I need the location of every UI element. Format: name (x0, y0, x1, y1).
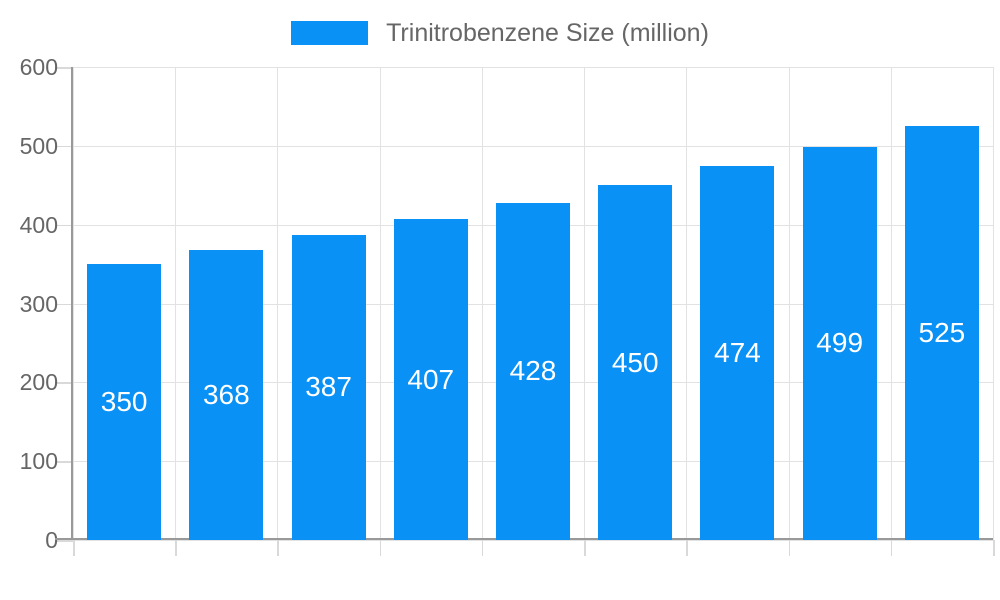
y-axis-tick (55, 461, 73, 463)
y-gridline (73, 145, 993, 147)
x-axis-tick (481, 540, 484, 556)
bar-2032[interactable] (802, 146, 877, 540)
bar-2025[interactable] (87, 264, 162, 540)
y-gridline (73, 67, 993, 68)
bar-2033[interactable] (904, 126, 979, 540)
y-axis-label: 200 (19, 369, 58, 396)
bar-2027[interactable] (291, 234, 366, 540)
x-axis-tick (686, 540, 688, 556)
x-axis-tick (175, 540, 177, 556)
legend-label: Trinitrobenzene Size (million) (386, 18, 709, 47)
x-gridline (379, 67, 381, 540)
bar-2030[interactable] (598, 185, 673, 540)
y-axis-label: 100 (19, 448, 58, 475)
x-axis-tick (379, 540, 382, 556)
bar-2029[interactable] (496, 202, 570, 540)
x-gridline (73, 67, 74, 540)
y-axis-tick (55, 382, 73, 384)
y-axis-tick (55, 145, 73, 148)
y-axis-label: 400 (19, 211, 58, 238)
x-axis-tick (73, 540, 75, 556)
y-axis-line (71, 67, 73, 540)
x-gridline (788, 67, 790, 540)
x-gridline (890, 67, 892, 540)
legend-swatch-icon (291, 21, 369, 45)
bar-2028[interactable] (393, 219, 468, 540)
y-axis-label: 500 (19, 132, 58, 159)
y-axis-label: 0 (45, 527, 58, 553)
y-axis-label: 600 (19, 54, 58, 80)
y-axis-label: 300 (19, 290, 58, 317)
x-gridline (277, 67, 279, 540)
x-gridline (584, 67, 586, 540)
bar-2026[interactable] (189, 249, 264, 540)
plot-area: 0100200300400500600350202536820263872027… (20, 54, 995, 556)
x-axis-tick (890, 540, 893, 556)
bar-2031[interactable] (700, 166, 775, 540)
y-axis-tick (55, 224, 73, 227)
x-axis-tick (584, 540, 586, 556)
y-axis-tick (55, 303, 73, 305)
chart-legend[interactable]: Trinitrobenzene Size (million) (0, 14, 1000, 52)
x-axis-tick (993, 540, 995, 556)
x-gridline (993, 67, 994, 540)
x-gridline (686, 67, 688, 540)
x-gridline (481, 67, 483, 540)
x-axis-tick (788, 540, 791, 556)
x-axis-tick (277, 540, 279, 556)
y-axis-tick (55, 67, 73, 69)
x-gridline (175, 67, 177, 540)
y-axis-tick (55, 540, 73, 542)
y-gridline (73, 540, 993, 541)
